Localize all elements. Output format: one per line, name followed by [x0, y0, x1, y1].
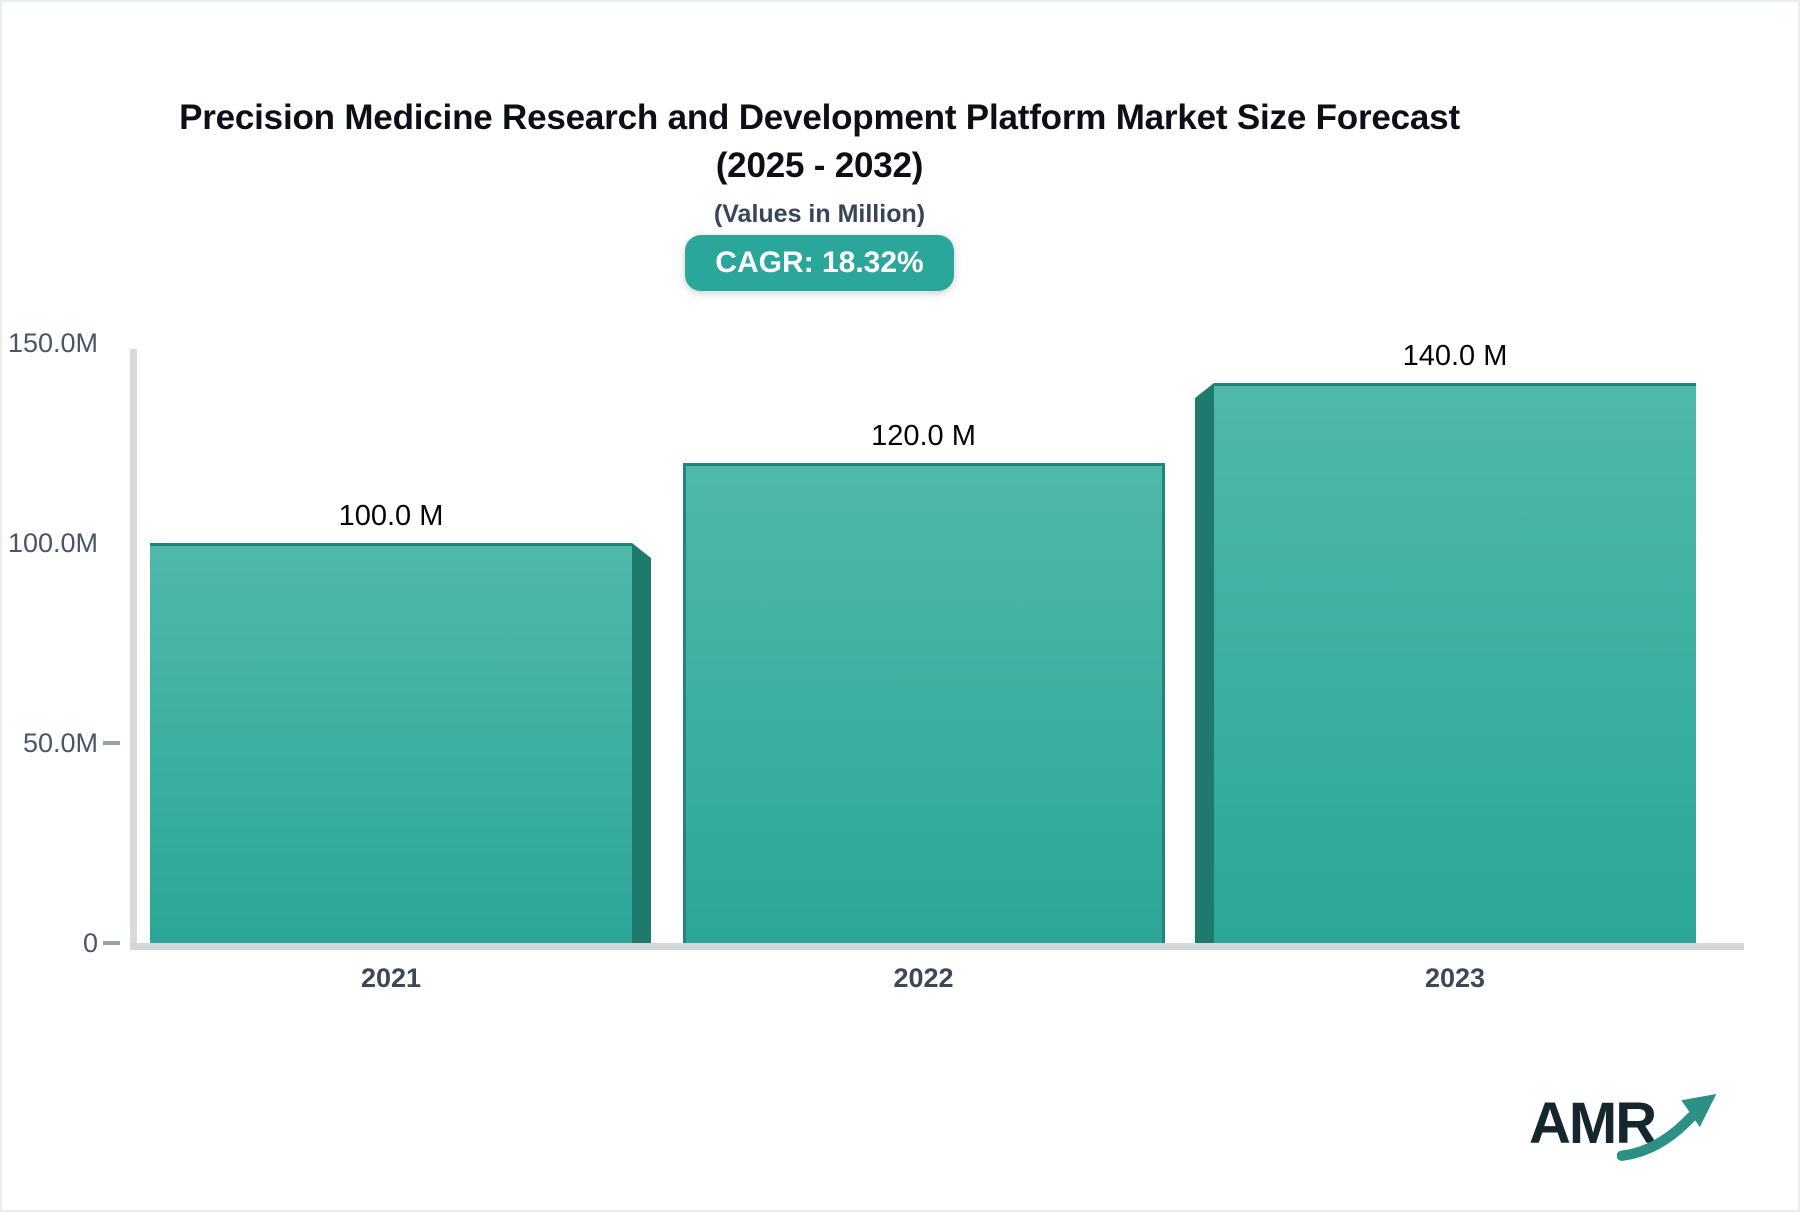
chart-title-line1: Precision Medicine Research and Developm… — [179, 98, 1460, 137]
bar — [1214, 383, 1696, 943]
y-tick-mark — [103, 741, 120, 745]
x-axis-category-label: 2021 — [360, 963, 422, 993]
y-tick-label: 50.0M — [22, 728, 98, 758]
amr-logo: AMR — [1529, 1090, 1729, 1174]
bar-3d-side — [632, 543, 651, 943]
cagr-badge: CAGR: 18.32% — [685, 235, 954, 291]
bar-value-label: 120.0 M — [871, 420, 976, 452]
bar-value-label: 100.0 M — [338, 500, 444, 532]
amr-logo-text: AMR — [1529, 1091, 1657, 1156]
y-tick-label: 100.0M — [7, 528, 98, 558]
bar-value-label: 140.0 M — [1402, 340, 1508, 372]
bar-3d-side — [1195, 383, 1214, 943]
x-axis-category-label: 2023 — [1424, 963, 1486, 993]
cagr-badge-row: CAGR: 18.32% — [2, 235, 1637, 291]
bar — [682, 463, 1165, 943]
y-tick-label: 150.0M — [7, 328, 98, 358]
chart-header: Precision Medicine Research and Developm… — [2, 94, 1637, 291]
y-tick-label: 0 — [82, 928, 98, 958]
x-axis-category-label: 2022 — [893, 963, 954, 993]
chart-title-line2: (2025 - 2032) — [715, 146, 924, 185]
bar — [150, 543, 632, 943]
y-tick-mark — [103, 941, 120, 945]
x-axis-baseline — [130, 943, 1744, 950]
chart-subtitle: (Values in Million) — [713, 200, 926, 228]
trend-up-arrow-icon — [1617, 1094, 1717, 1161]
y-axis-line — [130, 349, 137, 949]
